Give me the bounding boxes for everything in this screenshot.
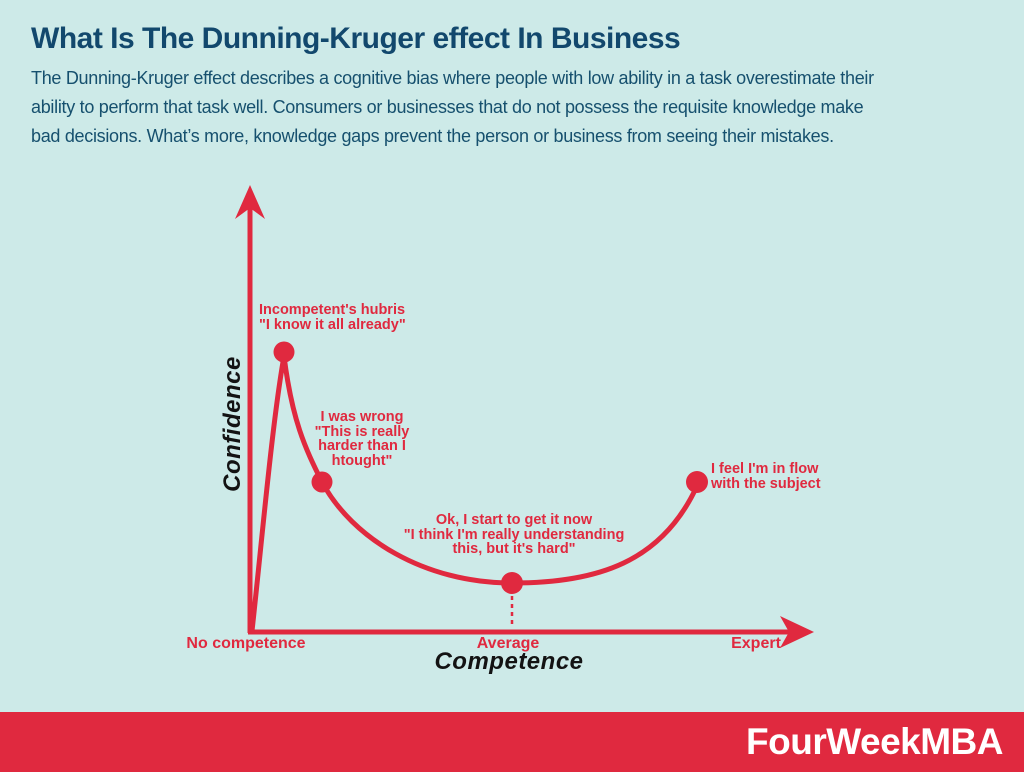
y-axis-title: Confidence bbox=[219, 356, 246, 492]
x-tick-label: No competence bbox=[186, 635, 306, 652]
curve-point-drop-i-was-wrong bbox=[311, 471, 333, 493]
description: The Dunning-Kruger effect describes a co… bbox=[31, 64, 874, 151]
x-axis-title: Competence bbox=[434, 648, 584, 675]
description-line: bad decisions. What’s more, knowledge ga… bbox=[31, 126, 834, 146]
x-tick-label: Expert bbox=[731, 635, 781, 652]
curve-point-rise-in-flow bbox=[686, 471, 708, 493]
description-line: The Dunning-Kruger effect describes a co… bbox=[31, 68, 874, 88]
brand-logo: FourWeekMBA bbox=[746, 721, 1003, 762]
curve-point-peak-incompetents-hubris bbox=[273, 341, 295, 363]
dk-curve-path bbox=[249, 355, 700, 634]
x-tick-label: Average bbox=[476, 635, 540, 652]
description-line: ability to perform that task well. Consu… bbox=[31, 97, 864, 117]
curve-points-layer bbox=[273, 341, 708, 594]
x-axis-arrowhead-icon bbox=[780, 616, 814, 648]
y-axis-arrowhead-icon bbox=[235, 185, 265, 219]
curve-annotation: Incompetent's hubris "I know it all alre… bbox=[259, 302, 406, 333]
curve-annotation: Ok, I start to get it now "I think I'm r… bbox=[403, 512, 625, 557]
page-title: What Is The Dunning-Kruger effect In Bus… bbox=[31, 22, 681, 55]
curve-annotation: I was wrong "This is really harder than … bbox=[314, 409, 410, 469]
curve-point-valley-start-to-get-it bbox=[501, 572, 523, 594]
curve-annotation: I feel I'm in flow with the subject bbox=[711, 461, 821, 492]
footer-bar: FourWeekMBA bbox=[0, 712, 1024, 772]
